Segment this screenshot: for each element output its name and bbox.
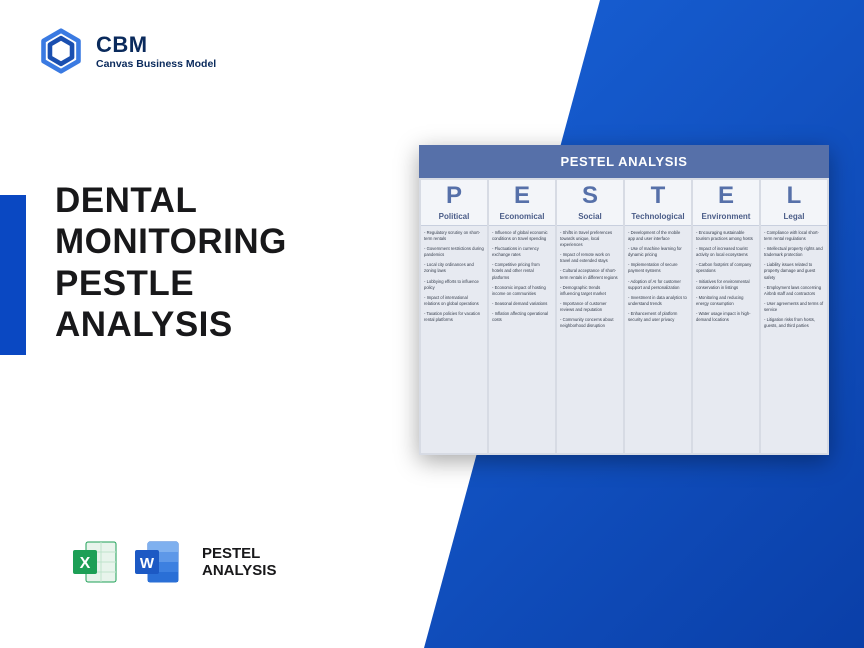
file-label-line: ANALYSIS <box>202 562 276 579</box>
pestel-letter: E <box>693 180 759 210</box>
pestel-item: Demographic trends influencing target ma… <box>560 285 620 297</box>
pestel-card: PESTEL ANALYSIS PPolitical Regulatory scr… <box>419 145 829 455</box>
pestel-item: Compliance with local short-term rental … <box>764 230 824 242</box>
pestel-column: PPolitical Regulatory scrutiny on short-t… <box>421 180 487 453</box>
pestel-item: Initiatives for environmental conservati… <box>696 279 756 291</box>
logo-area: CBM Canvas Business Model <box>38 28 216 74</box>
pestel-item: Government restrictions during pandemics <box>424 246 484 258</box>
pestel-category: Social <box>557 210 623 226</box>
pestel-items: Shifts in travel preferences towards uni… <box>557 226 623 337</box>
pestel-item: Cultural acceptance of short-term rental… <box>560 268 620 280</box>
pestel-item: Economic impact of hosting income on com… <box>492 285 552 297</box>
pestel-item: Local city ordinances and zoning laws <box>424 262 484 274</box>
pestel-grid: PPolitical Regulatory scrutiny on short-t… <box>419 178 829 455</box>
pestel-item: Inflation affecting operational costs <box>492 311 552 323</box>
pestel-item: Use of machine learning for dynamic pric… <box>628 246 688 258</box>
pestel-letter: T <box>625 180 691 210</box>
pestel-category: Technological <box>625 210 691 226</box>
pestel-column: EEnvironment Encouraging sustainable tour… <box>693 180 759 453</box>
pestel-column: EEconomical Influence of global economic … <box>489 180 555 453</box>
pestel-item: Lobbying efforts to influence policy <box>424 279 484 291</box>
pestel-item: Enhancement of platform security and use… <box>628 311 688 323</box>
pestel-items: Encouraging sustainable tourism practice… <box>693 226 759 331</box>
brand-subtitle: Canvas Business Model <box>96 58 216 70</box>
pestel-item: Employment laws concerning Airbnb staff … <box>764 285 824 297</box>
pestel-category: Legal <box>761 210 827 226</box>
title-line: PESTLE <box>55 263 287 304</box>
page-title: DENTAL MONITORING PESTLE ANALYSIS <box>55 180 287 345</box>
pestel-item: Shifts in travel preferences towards uni… <box>560 230 620 248</box>
pestel-item: Liability issues related to property dam… <box>764 262 824 280</box>
cbm-logo-icon <box>38 28 84 74</box>
pestel-category: Environment <box>693 210 759 226</box>
pestel-header: PESTEL ANALYSIS <box>419 145 829 178</box>
pestel-category: Economical <box>489 210 555 226</box>
pestel-item: Taxation policies for vacation rental pl… <box>424 311 484 323</box>
pestel-column: LLegal Compliance with local short-term r… <box>761 180 827 453</box>
title-line: ANALYSIS <box>55 304 287 345</box>
pestel-letter: P <box>421 180 487 210</box>
pestel-item: Impact of remote work on travel and exte… <box>560 252 620 264</box>
pestel-letter: S <box>557 180 623 210</box>
pestel-item: Water usage impact in high-demand locati… <box>696 311 756 323</box>
pestel-column: TTechnological Development of the mobile … <box>625 180 691 453</box>
pestel-item: User agreements and terms of service <box>764 301 824 313</box>
file-label: PESTEL ANALYSIS <box>202 545 276 580</box>
pestel-item: Competitive pricing from hotels and othe… <box>492 262 552 280</box>
pestel-letter: L <box>761 180 827 210</box>
pestel-items: Regulatory scrutiny on short-term rental… <box>421 226 487 331</box>
pestel-item: Implementation of secure payment systems <box>628 262 688 274</box>
pestel-item: Fluctuations in currency exchange rates <box>492 246 552 258</box>
svg-text:W: W <box>140 555 155 572</box>
pestel-column: SSocial Shifts in travel preferences towa… <box>557 180 623 453</box>
pestel-item: Community concerns about neighborhood di… <box>560 317 620 329</box>
pestel-items: Compliance with local short-term rental … <box>761 226 827 337</box>
pestel-item: Regulatory scrutiny on short-term rental… <box>424 230 484 242</box>
pestel-item: Encouraging sustainable tourism practice… <box>696 230 756 242</box>
word-icon: W <box>132 536 184 588</box>
pestel-item: Adoption of AI for customer support and … <box>628 279 688 291</box>
pestel-item: Monitoring and reducing energy consumpti… <box>696 295 756 307</box>
accent-bar <box>0 195 26 355</box>
pestel-item: Impact of increased tourist activity on … <box>696 246 756 258</box>
pestel-items: Influence of global economic conditions … <box>489 226 555 331</box>
pestel-item: Intellectual property rights and tradema… <box>764 246 824 258</box>
brand-name: CBM <box>96 32 216 58</box>
pestel-category: Political <box>421 210 487 226</box>
excel-icon: X <box>70 536 122 588</box>
pestel-item: Carbon footprint of company operations <box>696 262 756 274</box>
pestel-letter: E <box>489 180 555 210</box>
title-line: DENTAL <box>55 180 287 221</box>
pestel-item: Litigation risks from hosts, guests, and… <box>764 317 824 329</box>
pestel-items: Development of the mobile app and user i… <box>625 226 691 331</box>
pestel-item: Influence of global economic conditions … <box>492 230 552 242</box>
pestel-item: Investment in data analytics to understa… <box>628 295 688 307</box>
pestel-item: Development of the mobile app and user i… <box>628 230 688 242</box>
pestel-item: Seasonal demand variations <box>492 301 552 307</box>
pestel-item: Impact of international relations on glo… <box>424 295 484 307</box>
title-line: MONITORING <box>55 221 287 262</box>
svg-text:X: X <box>80 555 91 572</box>
pestel-item: Importance of customer reviews and reput… <box>560 301 620 313</box>
file-label-line: PESTEL <box>202 545 276 562</box>
file-icons-area: X W PESTEL ANALYSIS <box>70 536 276 588</box>
